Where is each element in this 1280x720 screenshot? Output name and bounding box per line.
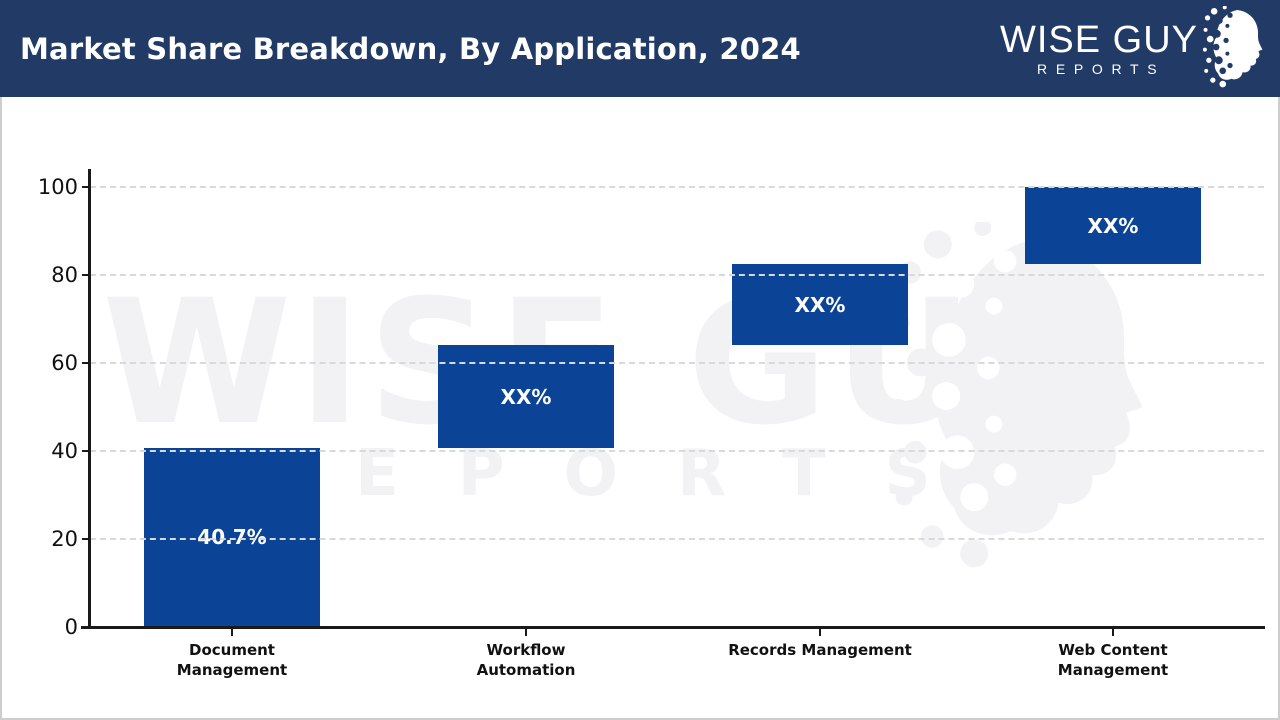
bar-document-management: 40.7%	[144, 447, 320, 627]
y-axis-tick-label: 100	[37, 175, 78, 199]
y-axis-tick-100	[82, 186, 90, 188]
category-label-line: Workflow	[486, 641, 566, 659]
x-axis-tick	[231, 628, 233, 636]
category-label-line: Web Content	[1058, 641, 1168, 659]
y-axis-tick-label: 0	[64, 615, 78, 639]
bar-workflow-automation: XX%	[438, 345, 614, 448]
logo-wordmark: WISE GUY	[999, 19, 1198, 61]
x-axis-line	[81, 626, 1265, 629]
y-axis-tick-60	[82, 362, 90, 364]
watermark-subtitle: REPORTS	[247, 437, 990, 511]
wise-guy-reports-logo: WISE GUY REPORTS	[1000, 4, 1268, 94]
category-label-workflow-automation: Workflow Automation	[386, 640, 666, 680]
gridline-80	[90, 274, 1264, 276]
bar-web-content-management: XX%	[1025, 187, 1201, 264]
y-axis-tick-80	[82, 274, 90, 276]
y-axis-tick-20	[82, 538, 90, 540]
category-label-document-management: Document Management	[92, 640, 372, 680]
y-axis-line	[88, 169, 91, 629]
bar-value-label: 40.7%	[197, 525, 267, 550]
category-label-line: Records Management	[728, 641, 912, 659]
page-title: Market Share Breakdown, By Application, …	[20, 31, 801, 66]
header: Market Share Breakdown, By Application, …	[0, 0, 1280, 97]
y-axis-tick-label: 40	[51, 439, 78, 463]
gridline-60	[90, 362, 1264, 364]
logo-wordmark-block: WISE GUY REPORTS	[1000, 20, 1198, 78]
category-label-records-management: Records Management	[680, 640, 960, 660]
x-axis-tick	[819, 628, 821, 636]
x-axis-tick	[525, 628, 527, 636]
category-label-line: Management	[176, 661, 288, 679]
category-label-line: Automation	[476, 661, 576, 679]
category-label-line: Document	[189, 641, 275, 659]
logo-subtitle: REPORTS	[1037, 61, 1166, 77]
y-axis-tick-40	[82, 450, 90, 452]
gridline-20	[90, 538, 1264, 540]
bar-records-management: XX%	[732, 264, 908, 346]
logo-head-icon	[1200, 5, 1268, 92]
bar-value-label: XX%	[794, 292, 846, 317]
gridline-40	[90, 450, 1264, 452]
category-label-line: Management	[1057, 661, 1169, 679]
y-axis-tick-label: 80	[51, 263, 78, 287]
bar-value-label: XX%	[1087, 213, 1139, 238]
bar-value-label: XX%	[500, 384, 552, 409]
chart-area: WISE GUY REPORTS 0 20 40 60 80 100 40.7% Docume…	[0, 97, 1280, 720]
gridline-100	[90, 186, 1264, 188]
category-label-web-content-management: Web Content Management	[973, 640, 1253, 680]
y-axis-tick-label: 20	[51, 527, 78, 551]
x-axis-tick	[1112, 628, 1114, 636]
y-axis-tick-label: 60	[51, 351, 78, 375]
